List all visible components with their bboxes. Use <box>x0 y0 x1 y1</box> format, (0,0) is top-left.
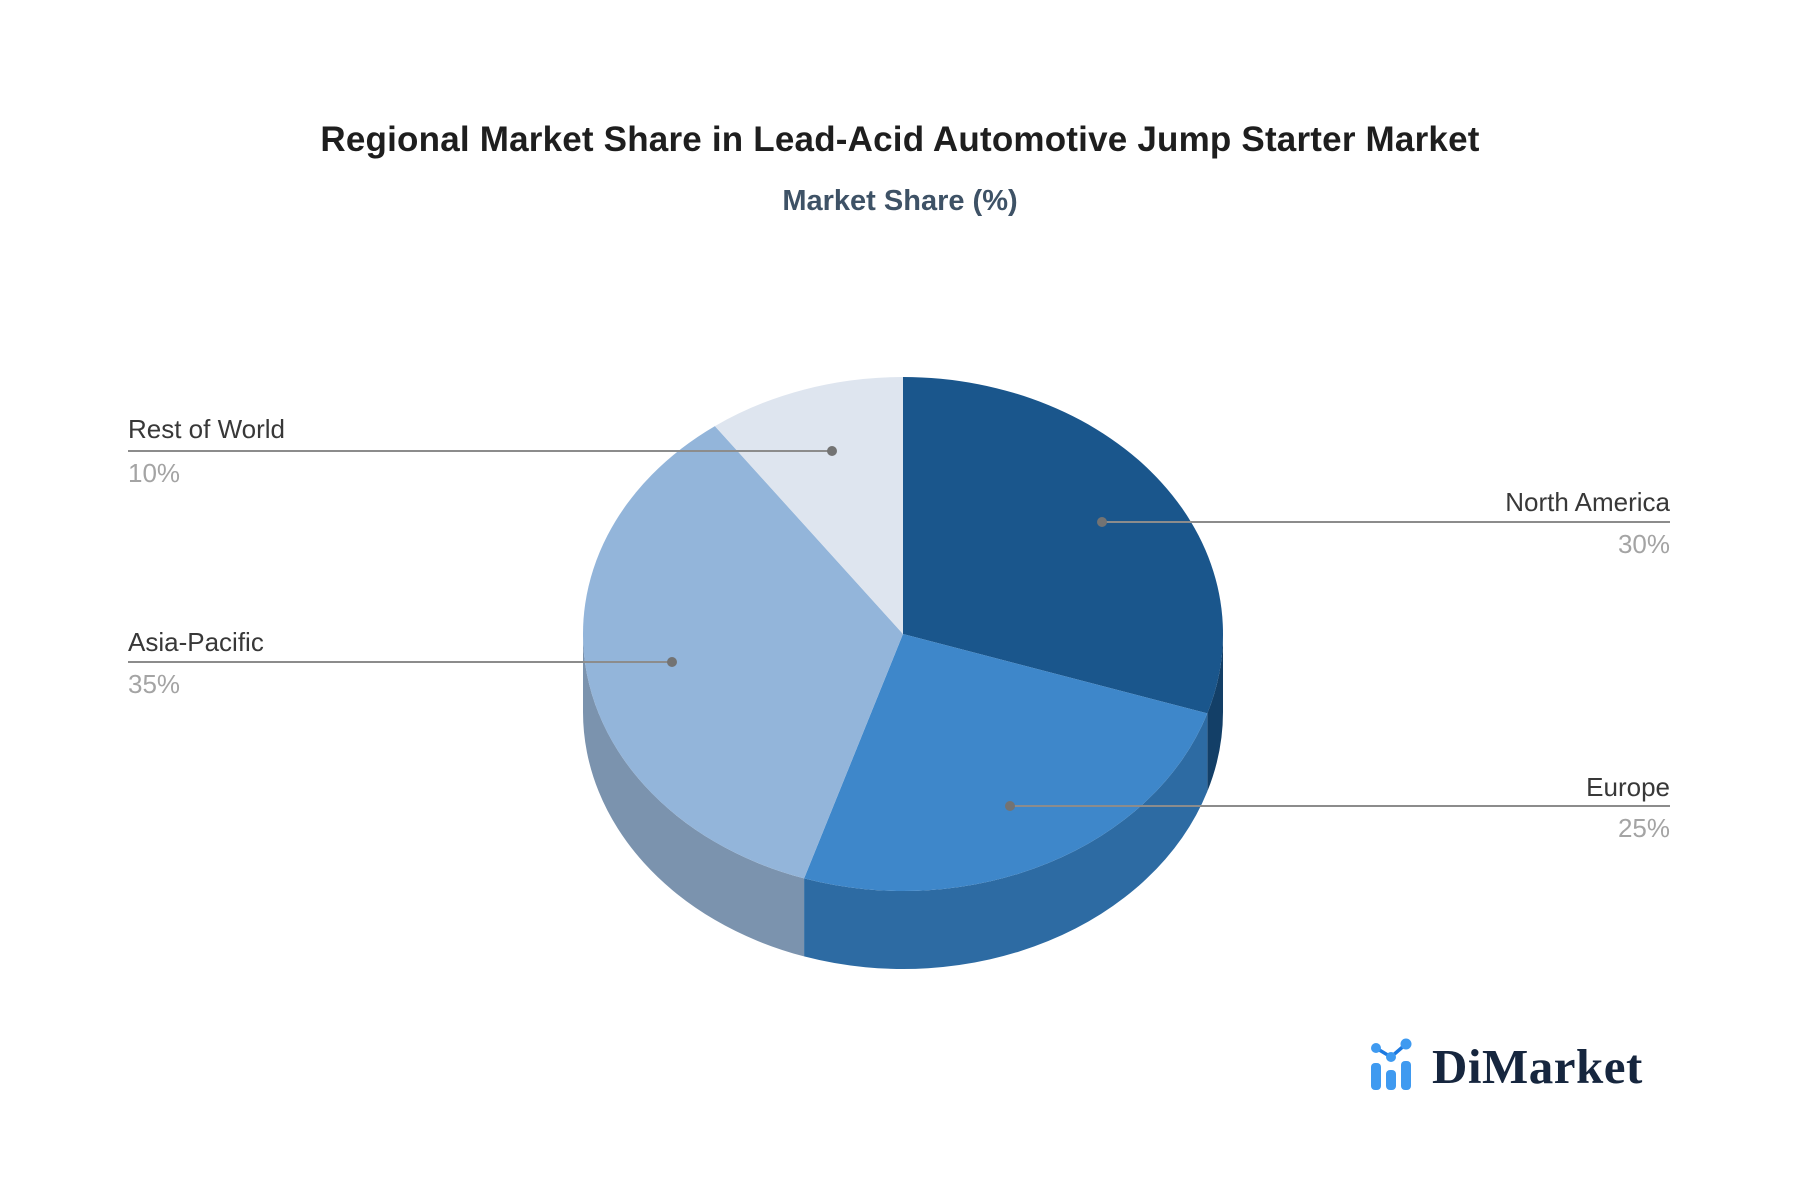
callout-label-europe: Europe <box>1586 772 1670 802</box>
pie-side-europe <box>804 713 1208 970</box>
pie-slice-europe <box>804 634 1208 892</box>
pie-side-asia-pacific <box>583 634 805 957</box>
brand-logo-text: DiMarket <box>1432 1038 1643 1094</box>
chart-title: Regional Market Share in Lead-Acid Autom… <box>320 120 1480 159</box>
callout-value-rest-of-world: 10% <box>128 458 181 488</box>
leader-line-rest-of-world <box>128 450 832 452</box>
callout-label-north-america: North America <box>1505 487 1670 517</box>
pie-slice-rest-of-world <box>714 377 903 634</box>
leader-dot-rest-of-world <box>827 446 837 456</box>
callout-label-rest-of-world: Rest of World <box>128 414 286 444</box>
leader-dot-europe <box>1005 801 1015 811</box>
callout-value-north-america: 30% <box>1617 529 1670 559</box>
brand-logo: DiMarket <box>1363 1038 1643 1092</box>
callout-value-europe: 25% <box>1617 813 1670 843</box>
callout-value-asia-pacific: 35% <box>128 669 181 699</box>
leader-line-asia-pacific <box>128 661 672 663</box>
bar-line-chart-icon <box>1371 1038 1412 1090</box>
pie-slice-asia-pacific <box>582 426 903 879</box>
chart-subtitle: Market Share (%) <box>782 185 1018 217</box>
leader-dot-asia-pacific <box>667 657 677 667</box>
pie-slice-north-america <box>903 377 1224 714</box>
pie-side-north-america <box>1207 634 1223 792</box>
leader-line-north-america <box>1102 521 1670 523</box>
leader-line-europe <box>1010 805 1670 807</box>
callout-label-asia-pacific: Asia-Pacific <box>128 627 264 657</box>
leader-dot-north-america <box>1097 517 1107 527</box>
